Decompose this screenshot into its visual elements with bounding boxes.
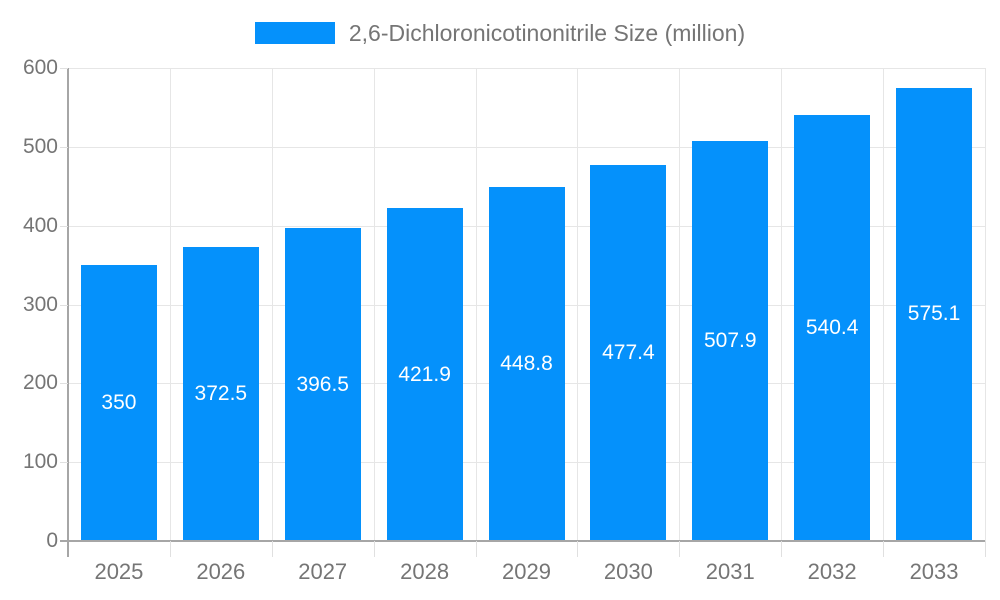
x-axis-tick	[985, 541, 986, 557]
x-axis-tick	[475, 541, 477, 557]
bar-value-label: 477.4	[602, 340, 655, 364]
bar-2025[interactable]: 350	[80, 265, 157, 541]
bar-value-label: 540.4	[805, 316, 859, 339]
x-axis-label: 2029	[502, 559, 551, 584]
x-gridline	[475, 68, 477, 541]
bar-2026[interactable]: 372.5	[182, 247, 259, 541]
x-gridline	[577, 68, 579, 541]
y-axis-label: 0	[46, 529, 58, 552]
y-gridline	[68, 68, 985, 69]
bar-2030[interactable]: 477.4	[590, 164, 667, 541]
bar-value-label: 396.5	[296, 372, 349, 396]
y-axis-label: 100	[22, 450, 58, 474]
x-axis-label: 2026	[196, 559, 246, 584]
bar-value-label: 507.9	[703, 328, 757, 352]
bar-value-label: 372.5	[194, 382, 248, 406]
y-axis-label: 500	[22, 134, 58, 158]
y-gridline	[68, 146, 985, 148]
y-axis-tick	[60, 146, 68, 148]
x-axis-line	[60, 540, 985, 542]
x-axis-label: 2025	[94, 559, 144, 584]
y-axis-label: 600	[22, 56, 58, 79]
x-axis-tick	[679, 541, 681, 557]
x-gridline	[781, 68, 783, 541]
y-axis-tick	[60, 225, 68, 227]
x-axis-label: 2027	[298, 559, 348, 584]
bar-2028[interactable]: 421.9	[386, 208, 463, 541]
y-axis-line	[67, 68, 69, 557]
bar-value-label: 575.1	[907, 302, 961, 326]
y-axis-tick	[60, 462, 68, 464]
bar-value-label: 421.9	[398, 362, 451, 386]
bar-2027[interactable]: 396.5	[284, 228, 361, 541]
x-axis-tick	[169, 541, 171, 557]
legend[interactable]: 2,6-Dichloronicotinonitrile Size (millio…	[0, 18, 1000, 48]
x-axis-label: 2031	[705, 559, 755, 584]
y-axis-label: 200	[22, 371, 58, 395]
x-gridline	[373, 68, 375, 541]
x-gridline	[985, 68, 986, 541]
x-axis-label: 2032	[807, 559, 857, 584]
y-axis-tick	[60, 68, 68, 69]
plot-area: 350 372.5 396.5 421.9 448.8 477.4 507.9 540.4 57…	[68, 68, 986, 541]
y-axis-tick	[60, 383, 68, 385]
legend-label: 2,6-Dichloronicotinonitrile Size (millio…	[348, 19, 746, 46]
bar-2029[interactable]: 448.8	[488, 187, 565, 541]
x-axis-tick	[373, 541, 375, 557]
x-axis-label: 2030	[603, 559, 653, 584]
x-axis-tick	[271, 541, 273, 557]
y-axis-label: 300	[22, 292, 58, 316]
bar-2033[interactable]: 575.1	[896, 87, 973, 541]
x-gridline	[679, 68, 681, 541]
x-axis-tick	[781, 541, 783, 557]
x-axis-tick	[883, 541, 885, 557]
bar-value-label: 448.8	[500, 352, 553, 376]
bar-2031[interactable]: 507.9	[692, 140, 769, 541]
x-axis-tick	[577, 541, 579, 557]
bar-2032[interactable]: 540.4	[794, 115, 871, 541]
legend-swatch-icon	[254, 22, 335, 44]
x-gridline	[271, 68, 273, 541]
x-gridline	[883, 68, 885, 541]
x-axis-label: 2028	[400, 559, 450, 584]
x-axis-label: 2033	[909, 559, 959, 584]
bar-value-label: 350	[101, 391, 137, 415]
x-gridline	[169, 68, 171, 541]
y-axis-tick	[60, 304, 68, 306]
y-axis-label: 400	[22, 213, 58, 237]
